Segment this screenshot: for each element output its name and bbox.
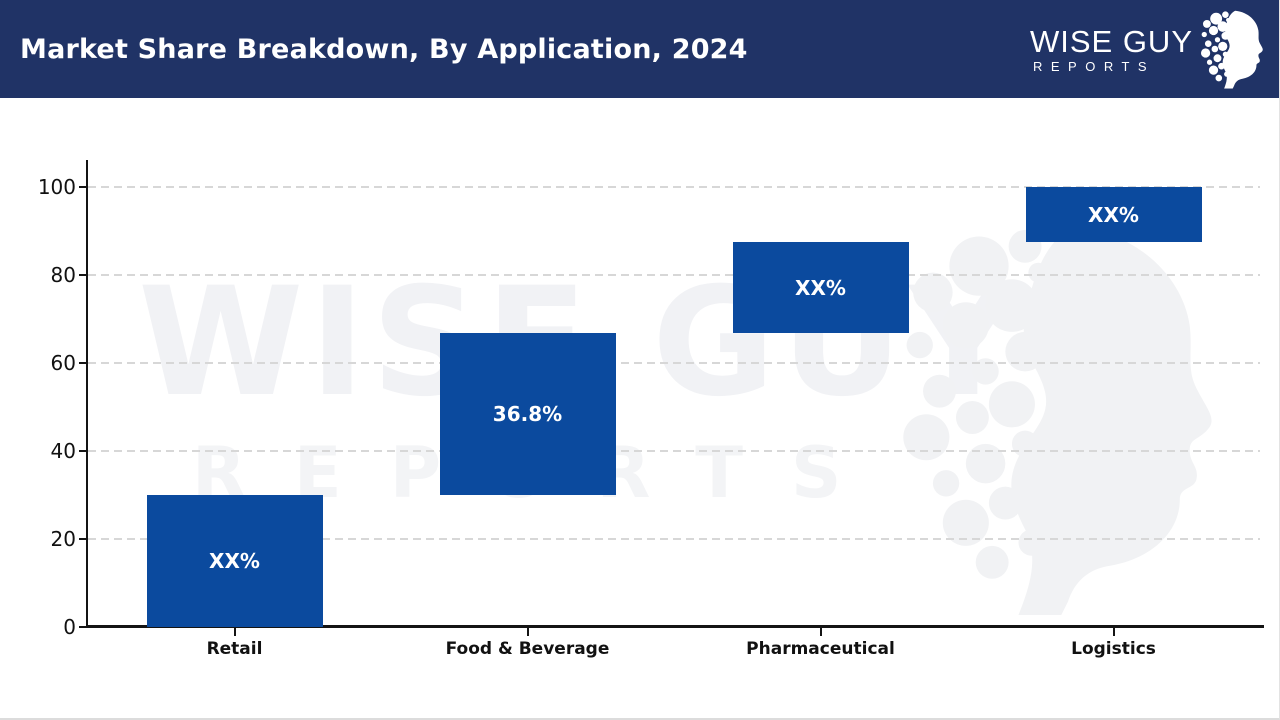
- category-label: Retail: [206, 639, 263, 659]
- wise-guy-face-icon: [1199, 7, 1265, 91]
- bar-retail: XX%: [146, 495, 323, 627]
- gridline-100: [88, 186, 1260, 188]
- x-tick-3: [1112, 628, 1115, 636]
- bar-value-label: XX%: [209, 549, 260, 573]
- page-title: Market Share Breakdown, By Application, …: [20, 33, 748, 65]
- y-tick-label-0: 0: [63, 615, 76, 639]
- y-tick-0: [79, 626, 86, 628]
- y-tick-label-100: 100: [37, 175, 76, 199]
- bar-logistics: XX%: [1025, 187, 1202, 243]
- y-tick-20: [79, 538, 86, 540]
- x-tick-2: [819, 628, 822, 636]
- y-tick-100: [79, 186, 86, 188]
- bar-value-label: 36.8%: [492, 402, 563, 427]
- bar-pharmaceutical: XX%: [732, 242, 909, 334]
- category-label: Pharmaceutical: [746, 639, 895, 659]
- category-label: Logistics: [1071, 639, 1156, 659]
- y-tick-80: [79, 274, 86, 276]
- x-axis-line: [86, 625, 1264, 628]
- bar-value-label: XX%: [1088, 202, 1139, 227]
- bar-value-label: XX%: [795, 275, 846, 300]
- gridline-60: [88, 362, 1260, 364]
- wise-guy-logo: WISE GUY REPORTS: [1030, 7, 1265, 91]
- category-label: Food & Beverage: [445, 639, 610, 659]
- y-tick-label-20: 20: [50, 527, 76, 551]
- y-tick-label-80: 80: [50, 263, 76, 287]
- x-tick-0: [233, 628, 236, 636]
- logo-subtitle: REPORTS: [1032, 58, 1156, 74]
- gridline-20: [88, 538, 1260, 540]
- x-tick-1: [526, 628, 529, 636]
- y-tick-label-40: 40: [50, 439, 76, 463]
- header-bar: Market Share Breakdown, By Application, …: [0, 0, 1279, 98]
- y-tick-40: [79, 450, 86, 452]
- gridline-40: [88, 450, 1260, 452]
- logo-wordmark: WISE GUY: [1029, 23, 1193, 59]
- y-tick-label-60: 60: [50, 351, 76, 375]
- logo-text: WISE GUY REPORTS: [1030, 26, 1193, 73]
- y-axis-line: [86, 160, 88, 627]
- gridline-80: [88, 274, 1260, 276]
- y-tick-60: [79, 362, 86, 364]
- bar-food-beverage: 36.8%: [439, 333, 616, 495]
